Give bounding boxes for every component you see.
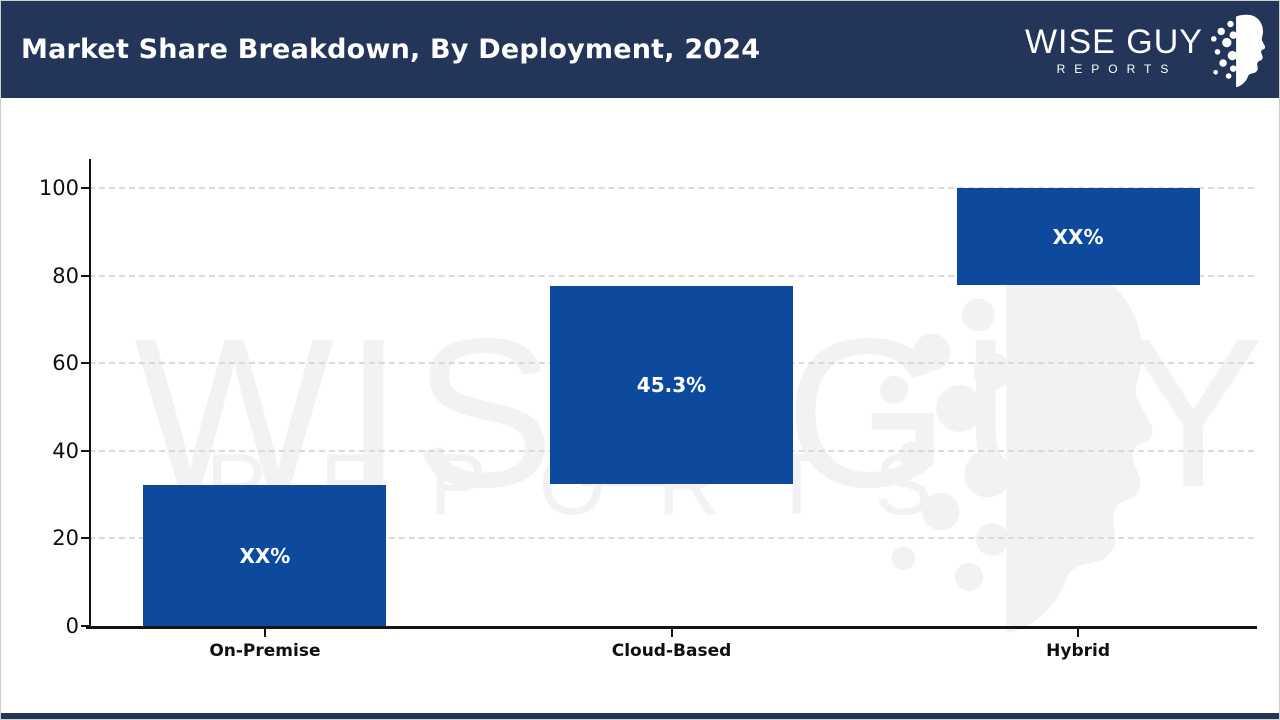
y-tick-label: 0 [65, 614, 79, 638]
bar-on-premise [143, 485, 387, 626]
y-tick-label: 100 [38, 176, 79, 201]
gridline-100 [89, 187, 1254, 190]
y-axis-tick [81, 625, 89, 627]
bar-value-label: XX% [1052, 224, 1104, 249]
bar-cloud-based [550, 285, 793, 485]
y-tick-label: 20 [52, 526, 79, 551]
logo-subword: REPORTS [1056, 62, 1178, 76]
gridline-80 [89, 274, 1254, 277]
y-tick-label: 80 [52, 263, 79, 288]
x-axis-tick [263, 629, 266, 637]
header-bar: Market Share Breakdown, By Deployment, 2… [1, 1, 1279, 98]
y-tick-label: 40 [52, 438, 79, 463]
logo-wordmark: WISE GUY [1024, 23, 1203, 61]
gridline-20 [89, 537, 1254, 540]
x-axis-tick [1077, 629, 1080, 637]
x-axis-line [86, 626, 1257, 629]
brand-logo: WISE GUY REPORTS [1025, 9, 1267, 91]
y-axis-tick [81, 537, 89, 540]
y-axis-tick [81, 274, 89, 277]
chart-title: Market Share Breakdown, By Deployment, 2… [21, 34, 761, 65]
x-tick-label-hybrid: Hybrid [1046, 641, 1111, 661]
x-tick-label-on-premise: On-Premise [209, 641, 321, 661]
bar-value-label: XX% [239, 543, 291, 568]
x-tick-label-cloud-based: Cloud-Based [611, 641, 732, 661]
y-axis-line [89, 159, 91, 626]
footer-bar [1, 713, 1279, 719]
logo-head-icon [1211, 14, 1266, 88]
y-axis-tick [81, 187, 89, 190]
bar-value-label: 45.3% [636, 373, 707, 398]
y-axis-tick [81, 362, 89, 365]
bar-hybrid [956, 188, 1200, 286]
x-axis-tick [670, 629, 673, 637]
y-axis-tick [81, 449, 89, 452]
y-tick-label: 60 [52, 351, 79, 376]
